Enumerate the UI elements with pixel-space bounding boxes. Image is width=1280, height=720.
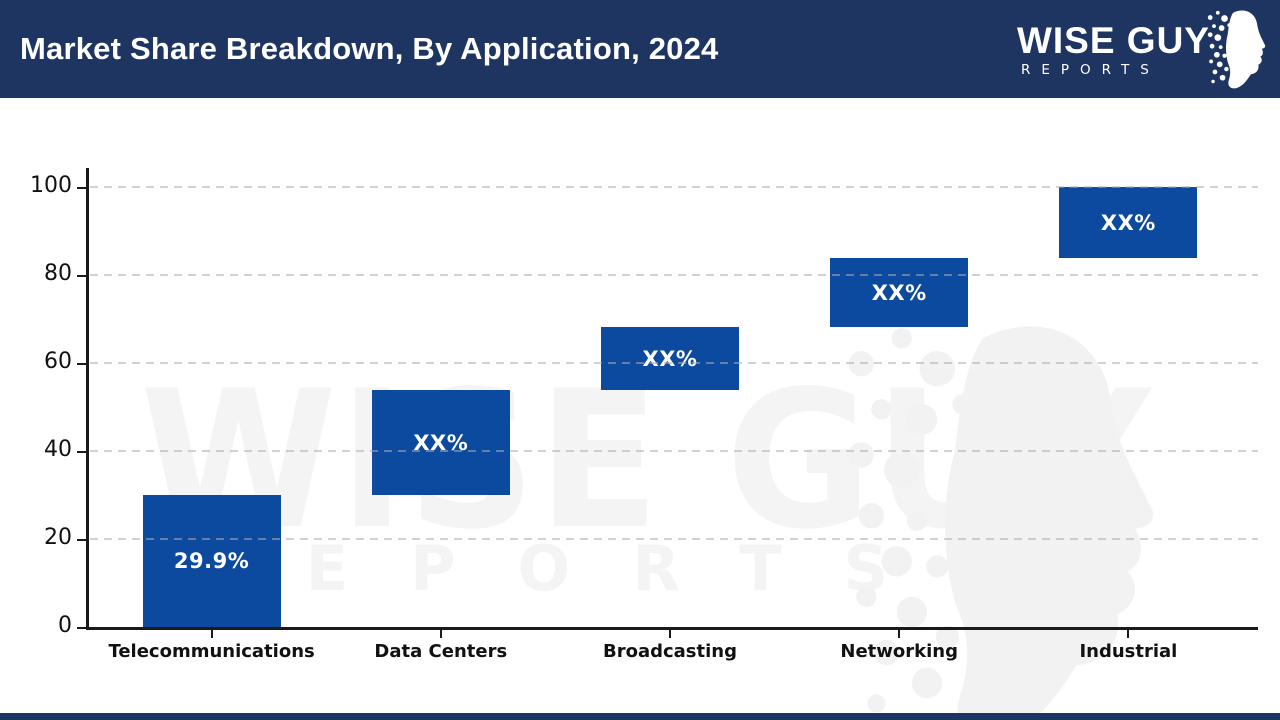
gridline bbox=[90, 538, 1258, 540]
y-tick-label: 100 bbox=[30, 173, 72, 198]
bar-value-label: 29.9% bbox=[173, 549, 250, 574]
x-category-label: Industrial bbox=[1079, 641, 1178, 662]
x-category-label: Telecommunications bbox=[108, 641, 315, 662]
brand-face-icon bbox=[1207, 10, 1266, 89]
brand-text: WISE GUY REPORTS bbox=[1016, 19, 1210, 79]
x-tick bbox=[210, 630, 213, 638]
bar-value-label: XX% bbox=[642, 346, 698, 371]
y-tick bbox=[77, 363, 86, 365]
y-tick bbox=[77, 451, 86, 453]
gridline bbox=[90, 362, 1258, 364]
y-tick-label: 40 bbox=[44, 437, 72, 462]
y-tick-label: 60 bbox=[44, 349, 72, 374]
bar-value-label: XX% bbox=[871, 280, 927, 305]
brand-name: WISE GUY bbox=[1016, 19, 1210, 61]
watermark-subtext: REPORTS bbox=[196, 532, 951, 605]
gridline bbox=[90, 274, 1258, 276]
bar-industrial: XX% bbox=[1059, 187, 1198, 259]
bar-value-label: XX% bbox=[1100, 210, 1156, 235]
y-tick-label: 20 bbox=[44, 525, 72, 550]
chart-area: WISE GUY REPORTS 0 20 40 60 80 100 29.9% Teleco… bbox=[0, 98, 1280, 720]
brand-subtitle: REPORTS bbox=[1020, 62, 1160, 79]
y-tick bbox=[77, 275, 86, 277]
y-tick bbox=[77, 627, 86, 629]
x-axis-line bbox=[86, 627, 1258, 630]
x-category-label: Networking bbox=[840, 641, 958, 662]
x-tick bbox=[1127, 630, 1130, 638]
x-tick bbox=[898, 630, 901, 638]
y-axis-line bbox=[86, 168, 89, 630]
x-tick bbox=[669, 630, 671, 638]
y-tick-label: 80 bbox=[44, 261, 72, 286]
x-tick bbox=[439, 630, 442, 638]
bar-data-centers: XX% bbox=[371, 390, 510, 496]
gridline bbox=[90, 450, 1258, 452]
page-title: Market Share Breakdown, By Application, … bbox=[20, 31, 719, 66]
brand-logo: WISE GUY REPORTS bbox=[1017, 8, 1266, 92]
bar-networking: XX% bbox=[830, 258, 969, 327]
x-category-label: Broadcasting bbox=[603, 641, 737, 662]
y-tick-label: 0 bbox=[58, 613, 72, 638]
y-tick bbox=[77, 187, 86, 189]
bar-telecommunications: 29.9% bbox=[142, 495, 281, 627]
footer-bar bbox=[0, 713, 1280, 720]
x-category-label: Data Centers bbox=[374, 641, 508, 662]
gridline bbox=[90, 186, 1258, 188]
bar-broadcasting: XX% bbox=[601, 326, 739, 391]
y-tick bbox=[77, 539, 86, 541]
header-bar: Market Share Breakdown, By Application, … bbox=[0, 0, 1280, 98]
